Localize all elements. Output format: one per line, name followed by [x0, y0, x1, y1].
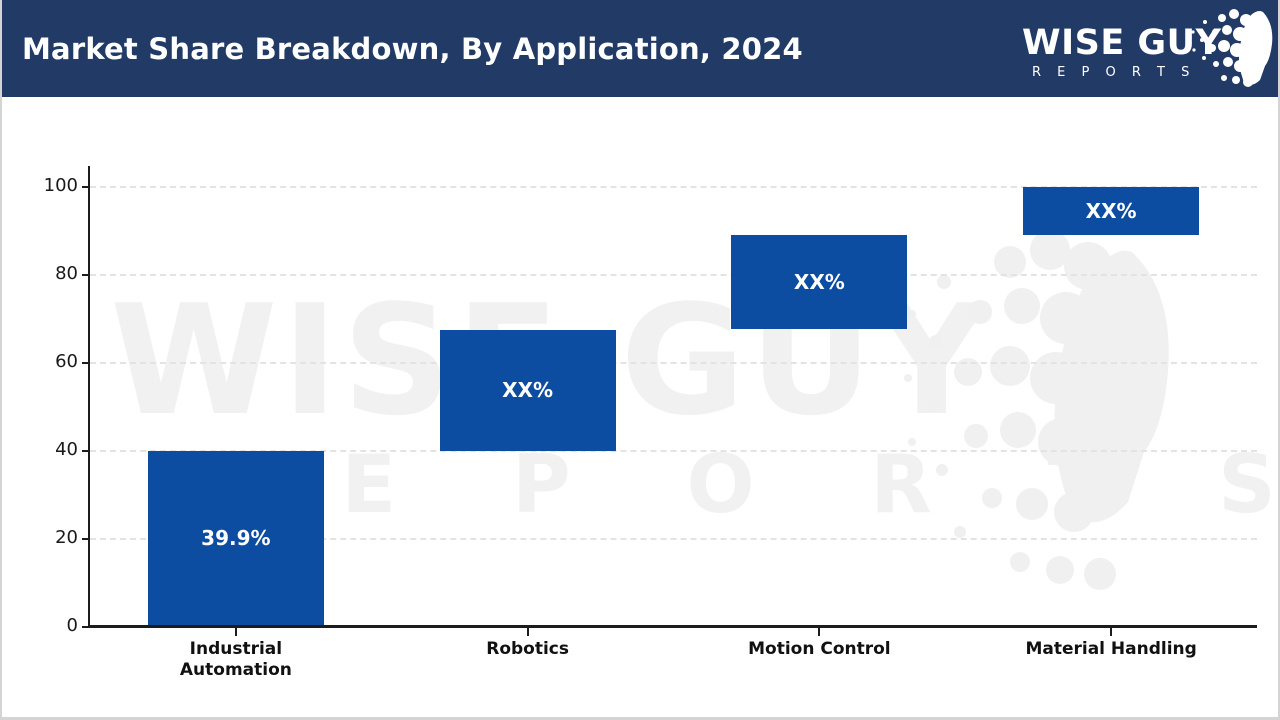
bar-robotics — [439, 329, 616, 451]
x-tick-material-handling — [1110, 628, 1113, 636]
wise-guy-logo: WISE GUY R E P O R T S — [1016, 4, 1274, 98]
x-label-robotics: Robotics — [486, 639, 570, 659]
x-label-motion-control: Motion Control — [748, 639, 891, 659]
watermark-head-icon — [860, 222, 1190, 626]
bar-motion-control — [731, 234, 908, 330]
page-title: Market Share Breakdown, By Application, … — [22, 31, 803, 66]
logo-text-line2: R E P O R T S — [1032, 65, 1195, 80]
y-tick-80 — [82, 273, 90, 276]
gridline-20 — [90, 537, 1257, 540]
x-label-industrial-automation: Industrial Automation — [179, 639, 292, 680]
gridline-80 — [90, 273, 1257, 276]
y-tick-100 — [82, 185, 90, 188]
gridline-60 — [90, 361, 1257, 364]
head-dots-icon — [1191, 9, 1273, 87]
y-tick-label-40: 40 — [55, 438, 78, 460]
bar-label-industrial-automation: 39.9% — [201, 525, 271, 550]
y-tick-label-60: 60 — [55, 350, 78, 372]
x-tick-industrial-automation — [234, 628, 237, 636]
y-tick-label-20: 20 — [55, 526, 78, 548]
x-tick-robotics — [526, 628, 529, 636]
y-axis-line — [88, 166, 90, 627]
bar-label-material-handling: XX% — [1085, 198, 1137, 223]
y-tick-0 — [82, 625, 90, 628]
bar-label-motion-control: XX% — [793, 269, 845, 294]
bar-material-handling — [1023, 186, 1200, 235]
header-bar: Market Share Breakdown, By Application, … — [2, 0, 1278, 98]
y-tick-label-80: 80 — [55, 262, 78, 284]
x-axis-line — [88, 625, 1257, 628]
y-tick-40 — [82, 449, 90, 452]
gridline-100 — [90, 185, 1257, 188]
y-tick-label-0: 0 — [66, 614, 78, 636]
logo-text-line1: WISE GUY — [1022, 23, 1222, 63]
bar-industrial-automation — [147, 450, 324, 627]
bar-label-robotics: XX% — [502, 377, 554, 402]
x-label-material-handling: Material Handling — [1025, 639, 1197, 659]
gridline-40 — [90, 449, 1257, 452]
y-tick-60 — [82, 361, 90, 364]
y-tick-20 — [82, 537, 90, 540]
x-tick-motion-control — [818, 628, 821, 636]
y-tick-label-100: 100 — [43, 174, 78, 196]
